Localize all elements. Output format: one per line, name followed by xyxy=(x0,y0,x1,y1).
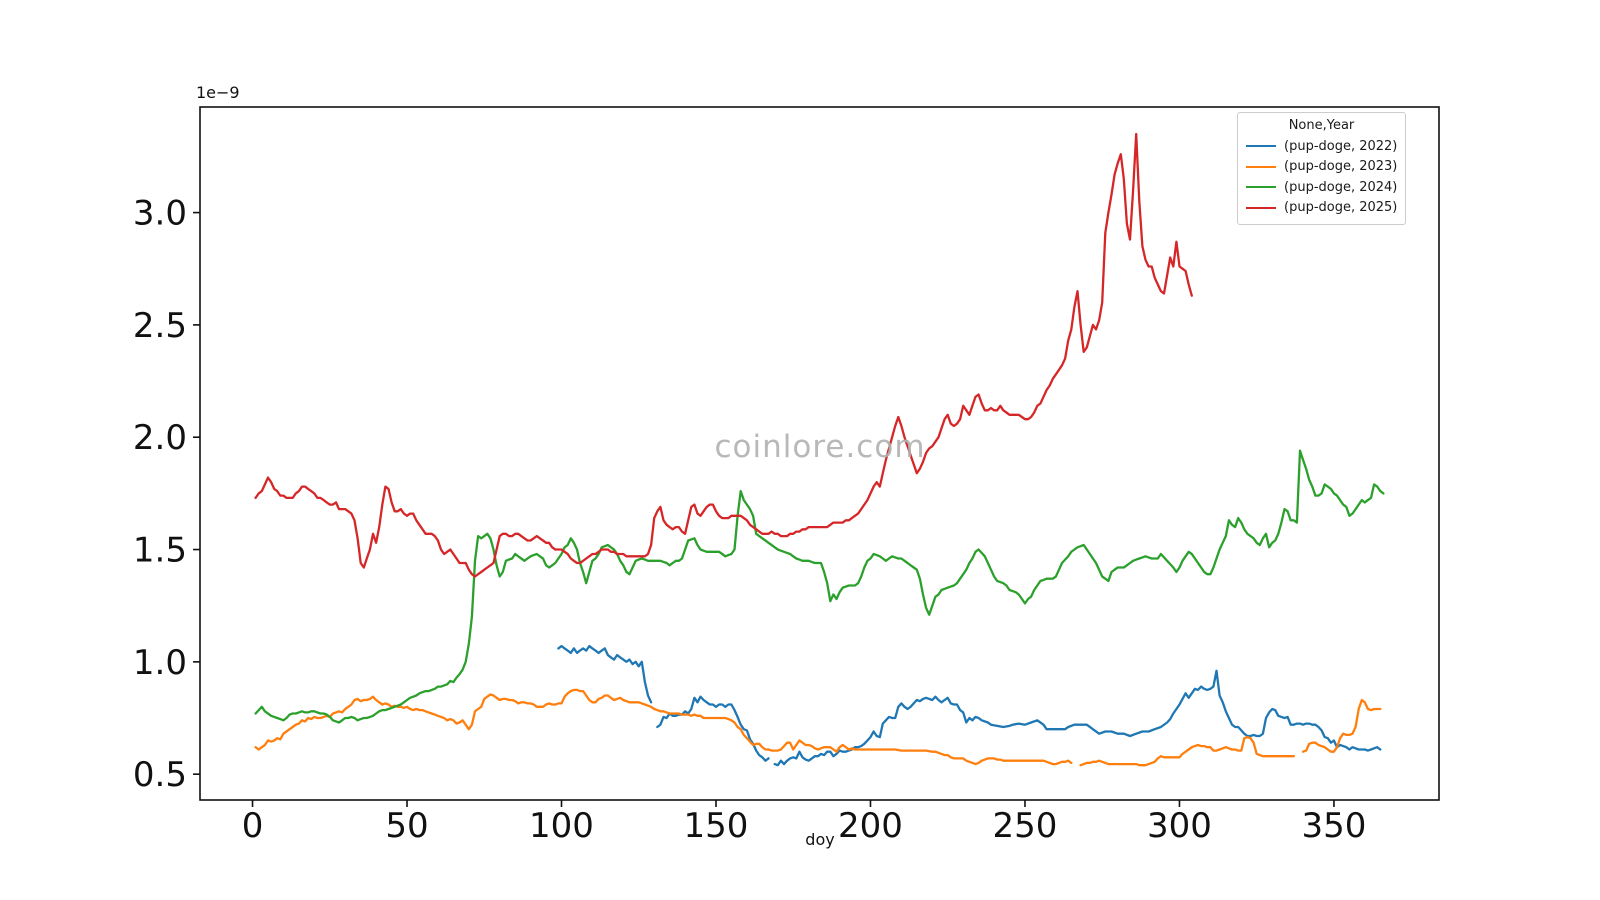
legend-entry-2025: (pup-doge, 2025) xyxy=(1246,198,1397,219)
x-tick-label: 300 xyxy=(1147,806,1212,846)
x-tick-label: 350 xyxy=(1301,806,1366,846)
y-tick-label: 2.0 xyxy=(133,418,187,458)
series-line-2023 xyxy=(254,688,1073,766)
legend-line-swatch xyxy=(1246,186,1276,189)
legend-title: None,Year xyxy=(1288,118,1355,133)
x-tick-label: 50 xyxy=(385,806,428,846)
y-axis-offset-label: 1e−9 xyxy=(196,83,240,102)
legend-entry-label: (pup-doge, 2024) xyxy=(1284,179,1398,195)
x-tick-label: 250 xyxy=(993,806,1058,846)
legend-entries: (pup-doge, 2022) (pup-doge, 2023) (pup-dog… xyxy=(1246,136,1397,218)
y-tick-label: 3.0 xyxy=(133,194,187,234)
series-line-2022 xyxy=(656,695,770,762)
legend-entry-label: (pup-doge, 2022) xyxy=(1284,138,1398,154)
x-tick-label: 200 xyxy=(838,806,903,846)
legend-line-swatch xyxy=(1246,165,1276,168)
y-tick-label: 1.0 xyxy=(133,643,187,683)
legend-entry-2023: (pup-doge, 2023) xyxy=(1246,157,1397,178)
x-tick-label: 150 xyxy=(684,806,749,846)
series-line-2024 xyxy=(254,449,1385,724)
y-tick-label: 1.5 xyxy=(133,531,187,571)
legend-entry-label: (pup-doge, 2025) xyxy=(1284,200,1398,216)
series-line-2022 xyxy=(557,644,653,704)
watermark-text: coinlore.com xyxy=(714,429,926,465)
legend-line-swatch xyxy=(1246,145,1276,148)
series-line-2022 xyxy=(773,669,1382,767)
y-tick-label: 2.5 xyxy=(133,306,187,346)
x-tick-label: 0 xyxy=(242,806,264,846)
legend-entry-label: (pup-doge, 2023) xyxy=(1284,159,1398,175)
x-tick-label: 100 xyxy=(529,806,594,846)
legend-entry-2022: (pup-doge, 2022) xyxy=(1246,136,1397,157)
series-line-2025 xyxy=(254,132,1193,578)
series-line-2023 xyxy=(1079,735,1295,767)
x-axis-label: doy xyxy=(805,830,835,849)
legend: None,Year (pup-doge, 2022) (pup-doge, 202… xyxy=(1237,112,1406,225)
legend-line-swatch xyxy=(1246,206,1276,209)
y-tick-label: 0.5 xyxy=(133,755,187,795)
plot-border xyxy=(199,106,1440,801)
series-line-2023 xyxy=(1301,698,1382,753)
legend-entry-2024: (pup-doge, 2024) xyxy=(1246,177,1397,198)
